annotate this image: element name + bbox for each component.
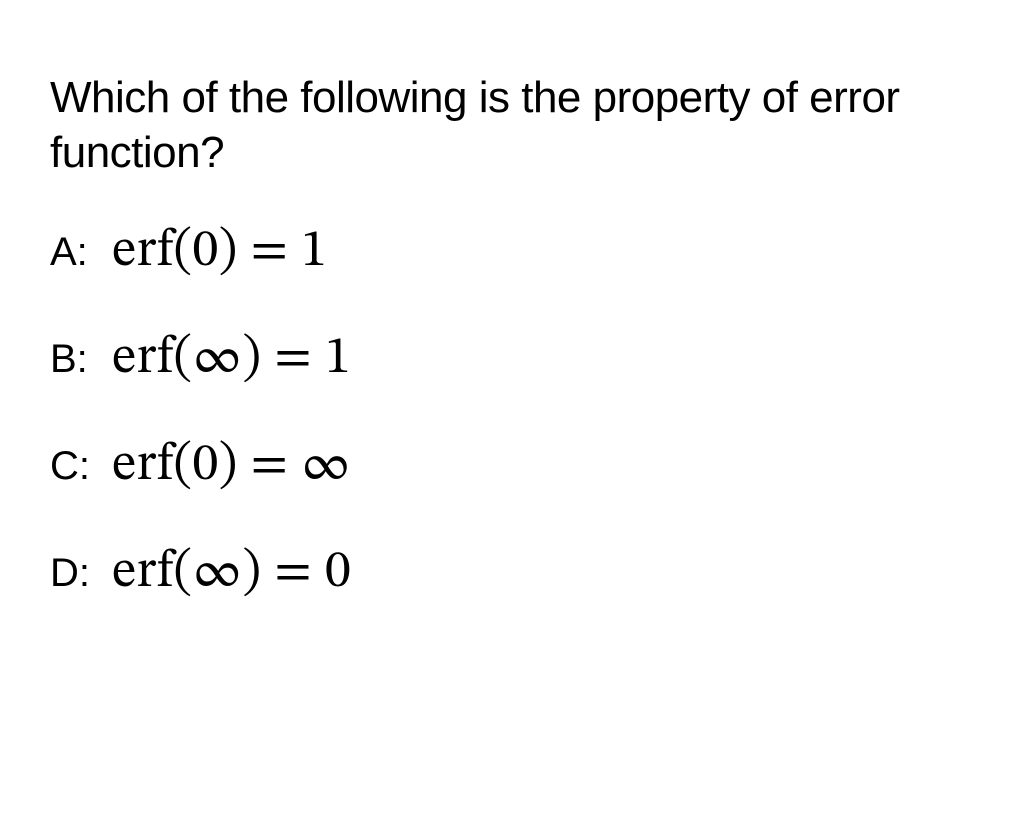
option-c-expr: erf(0) = ∞: [112, 434, 351, 499]
option-d-label: D:: [50, 551, 98, 596]
option-b-rhs: 1: [325, 333, 351, 385]
option-c-rhs: ∞: [301, 440, 351, 492]
erf-func: erf: [112, 226, 173, 278]
option-c: C: erf(0) = ∞: [50, 434, 974, 499]
erf-func: erf: [112, 440, 173, 492]
option-a-label: A:: [50, 230, 98, 275]
option-b-arg: ∞: [192, 333, 242, 385]
erf-func: erf: [112, 547, 173, 599]
option-d-expr: erf(∞) = 0: [112, 541, 351, 606]
option-c-label: C:: [50, 444, 98, 489]
option-d: D: erf(∞) = 0: [50, 541, 974, 606]
option-a: A: erf(0) = 1: [50, 220, 974, 285]
option-a-rhs: 1: [301, 226, 327, 278]
option-a-arg: 0: [192, 226, 218, 278]
question-page: Which of the following is the property o…: [0, 0, 1024, 606]
option-b: B: erf(∞) = 1: [50, 327, 974, 392]
question-text: Which of the following is the property o…: [50, 70, 974, 180]
erf-func: erf: [112, 333, 173, 385]
option-d-rhs: 0: [325, 547, 351, 599]
option-d-arg: ∞: [192, 547, 242, 599]
option-b-expr: erf(∞) = 1: [112, 327, 351, 392]
option-c-arg: 0: [192, 440, 218, 492]
option-b-label: B:: [50, 337, 98, 382]
option-a-expr: erf(0) = 1: [112, 220, 327, 285]
